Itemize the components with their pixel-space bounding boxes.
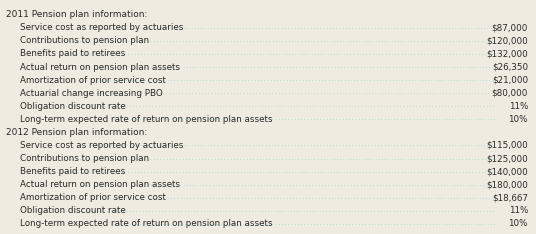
Text: 11%: 11% [509,206,528,215]
Text: 10%: 10% [509,219,528,228]
Text: $26,350: $26,350 [492,62,528,72]
Text: 2011 Pension plan information:: 2011 Pension plan information: [6,10,148,19]
Text: Service cost as reported by actuaries: Service cost as reported by actuaries [20,141,184,150]
Text: Contributions to pension plan: Contributions to pension plan [20,154,150,163]
Text: Amortization of prior service cost: Amortization of prior service cost [20,76,166,85]
Text: $18,667: $18,667 [492,193,528,202]
Text: Benefits paid to retirees: Benefits paid to retirees [20,49,125,58]
Text: Long-term expected rate of return on pension plan assets: Long-term expected rate of return on pen… [20,219,273,228]
Text: $80,000: $80,000 [492,89,528,98]
Text: Contributions to pension plan: Contributions to pension plan [20,36,150,45]
Text: $120,000: $120,000 [486,36,528,45]
Text: $125,000: $125,000 [486,154,528,163]
Text: 2012 Pension plan information:: 2012 Pension plan information: [6,128,148,137]
Text: Amortization of prior service cost: Amortization of prior service cost [20,193,166,202]
Text: $87,000: $87,000 [492,23,528,32]
Text: $115,000: $115,000 [486,141,528,150]
Text: Obligation discount rate: Obligation discount rate [20,206,126,215]
Text: 10%: 10% [509,115,528,124]
Text: $140,000: $140,000 [486,167,528,176]
Text: Actual return on pension plan assets: Actual return on pension plan assets [20,62,181,72]
Text: $132,000: $132,000 [486,49,528,58]
Text: 11%: 11% [509,102,528,111]
Text: Actuarial change increasing PBO: Actuarial change increasing PBO [20,89,163,98]
Text: Long-term expected rate of return on pension plan assets: Long-term expected rate of return on pen… [20,115,273,124]
Text: $21,000: $21,000 [492,76,528,85]
Text: Benefits paid to retirees: Benefits paid to retirees [20,167,125,176]
Text: Obligation discount rate: Obligation discount rate [20,102,126,111]
Text: Actual return on pension plan assets: Actual return on pension plan assets [20,180,181,189]
Text: Service cost as reported by actuaries: Service cost as reported by actuaries [20,23,184,32]
Text: $180,000: $180,000 [486,180,528,189]
